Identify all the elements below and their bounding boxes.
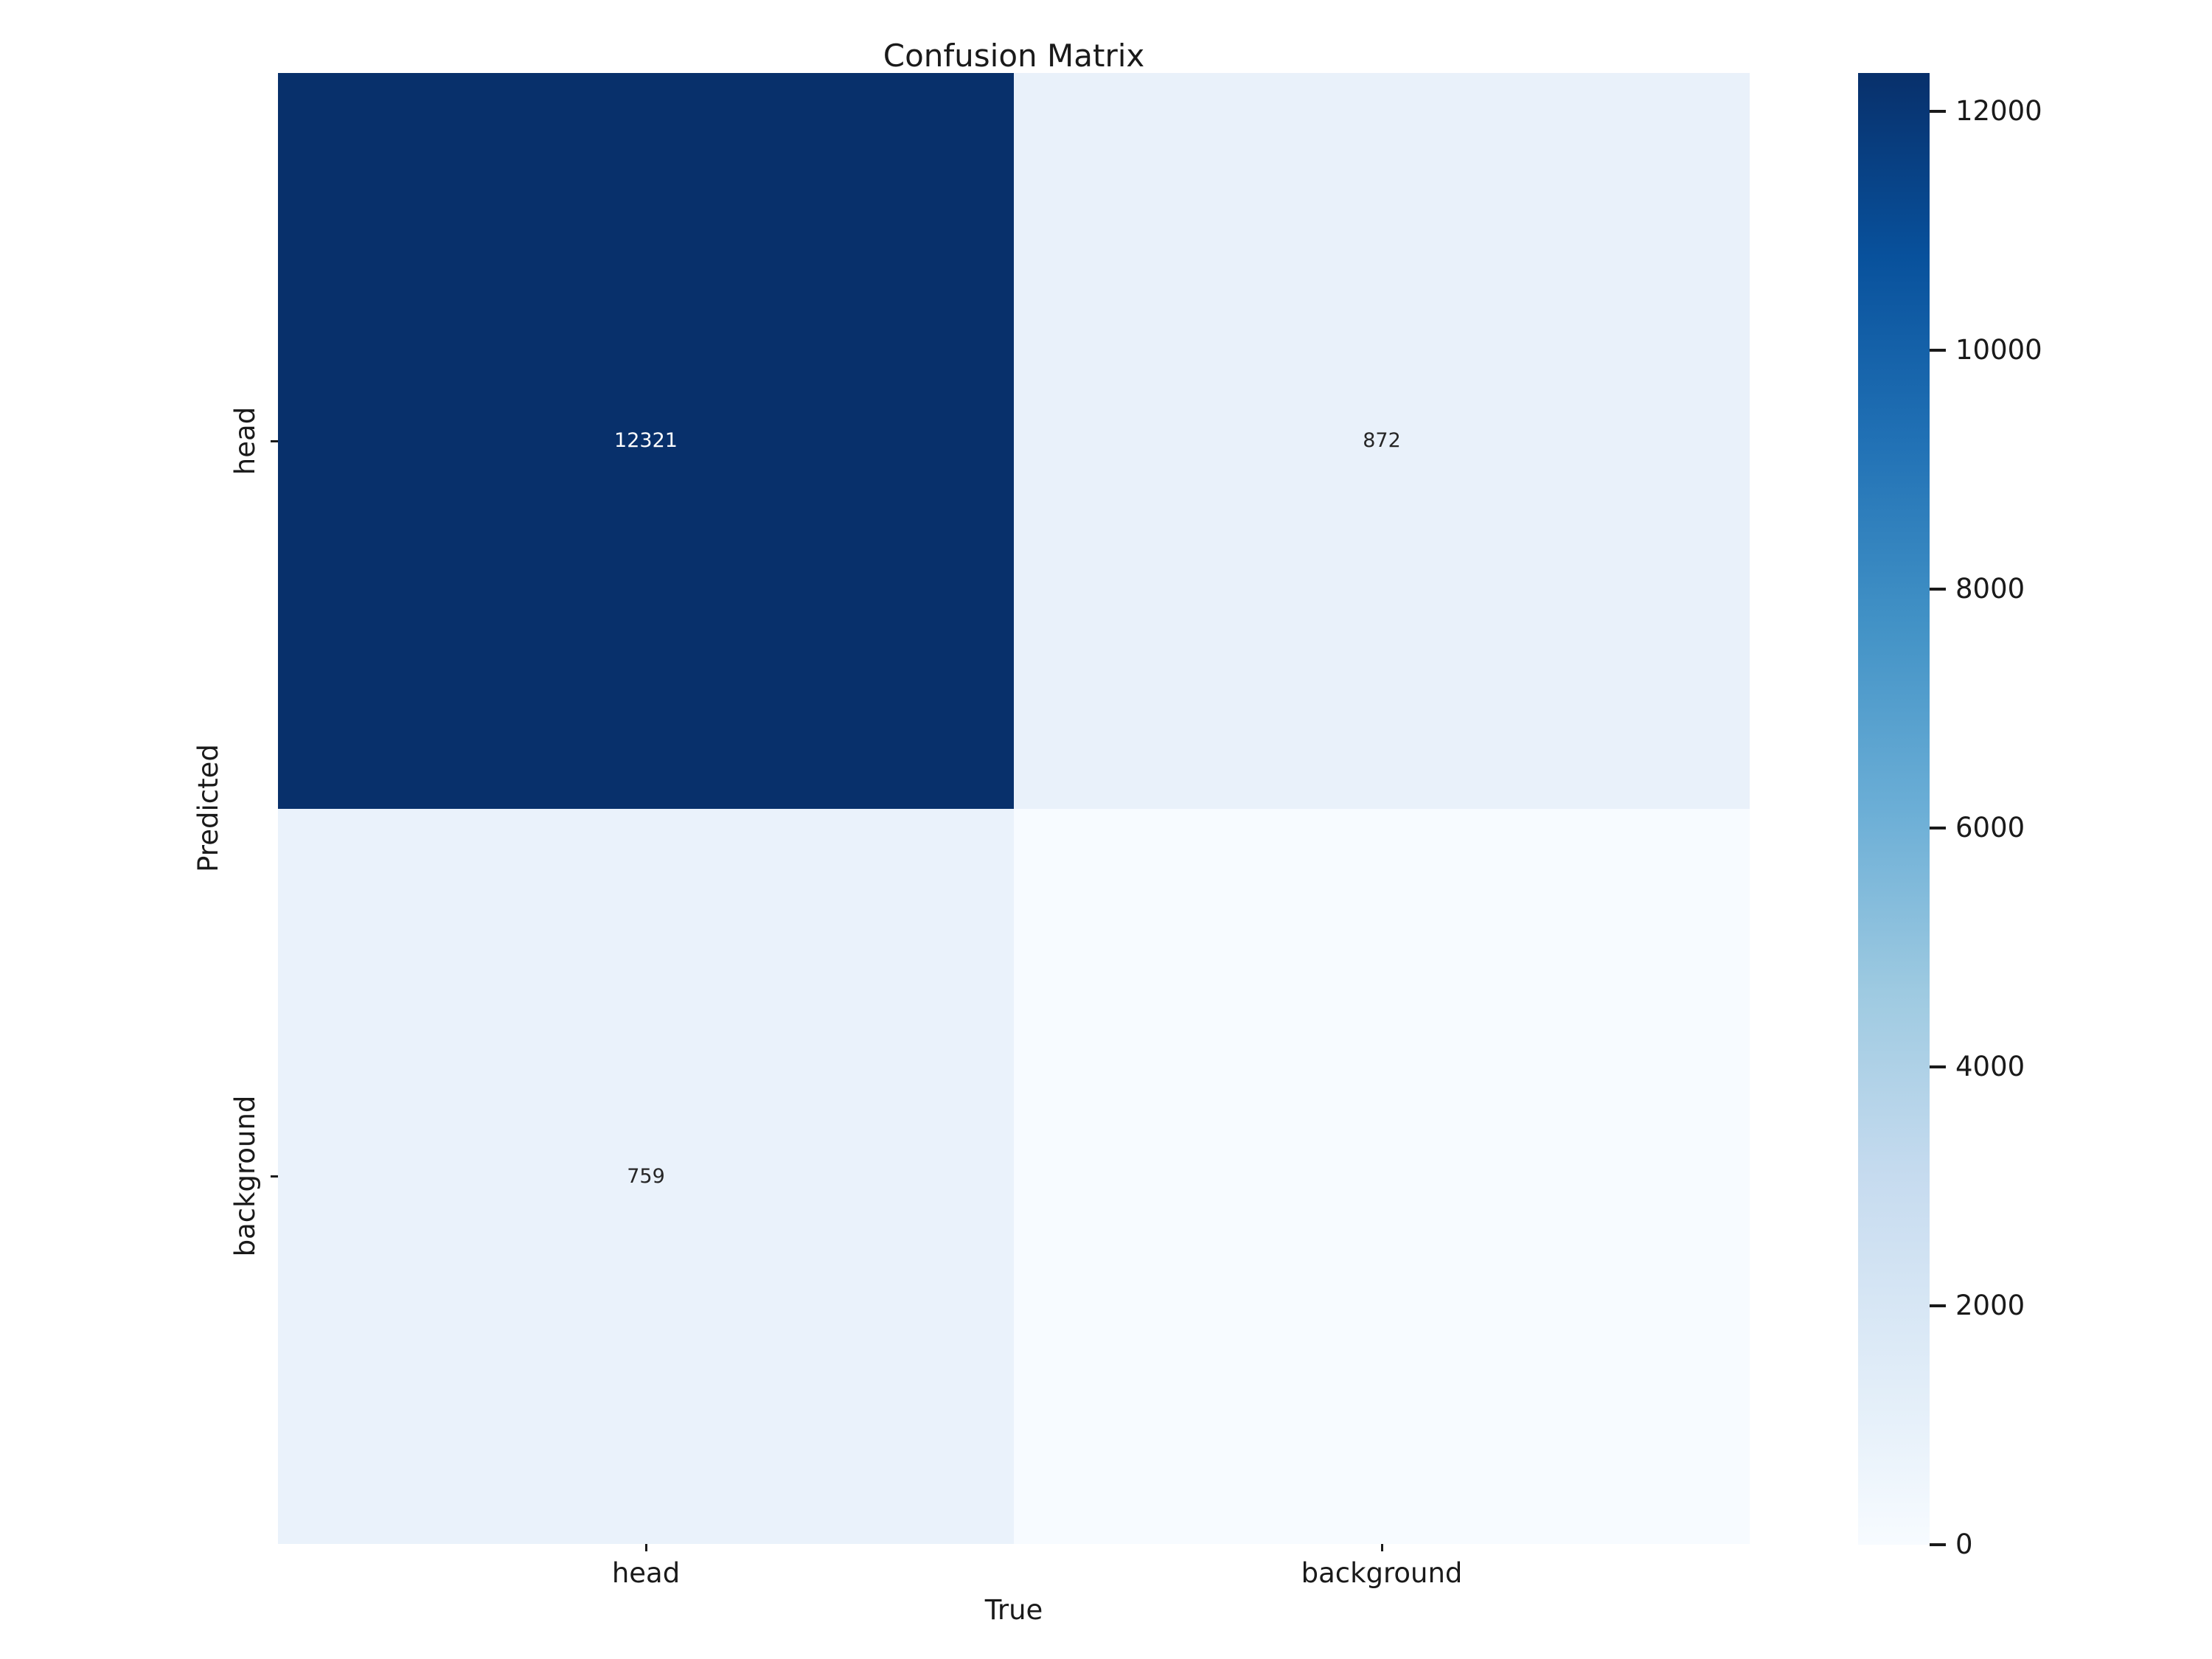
cell-value-pred-head-true-head: 12321 (614, 429, 678, 452)
cell-value-pred-head-true-background: 872 (1363, 429, 1401, 452)
y-axis-label: Predicted (192, 744, 224, 872)
colorbar-tick-mark-4000 (1930, 1065, 1946, 1068)
x-axis-label: True (984, 1594, 1043, 1626)
colorbar-tick-mark-6000 (1930, 827, 1946, 830)
colorbar-tick-mark-8000 (1930, 588, 1946, 591)
cell-pred-head-true-head: 12321 (278, 73, 1014, 809)
x-tick-label-background: background (1301, 1557, 1463, 1589)
cell-pred-background-true-background (1014, 809, 1750, 1544)
x-tick-label-head: head (611, 1557, 681, 1589)
colorbar-tick-label-0: 0 (1955, 1528, 1973, 1560)
cell-value-pred-background-true-head: 759 (627, 1164, 665, 1188)
colorbar-tick-mark-10000 (1930, 349, 1946, 352)
colorbar-tick-label-4000: 4000 (1955, 1051, 2025, 1082)
y-tick-label-background: background (229, 1095, 261, 1257)
cell-pred-head-true-background: 872 (1014, 73, 1750, 809)
cell-pred-background-true-head: 759 (278, 809, 1014, 1544)
y-tick-label-head: head (229, 406, 261, 476)
colorbar-tick-mark-2000 (1930, 1304, 1946, 1307)
y-tick-mark-head (271, 440, 278, 442)
colorbar-tick-label-2000: 2000 (1955, 1290, 2025, 1321)
chart-title: Confusion Matrix (883, 38, 1145, 74)
colorbar-tick-label-8000: 8000 (1955, 573, 2025, 605)
x-tick-mark-head (645, 1544, 647, 1551)
colorbar-tick-mark-0 (1930, 1543, 1946, 1546)
x-tick-mark-background (1381, 1544, 1383, 1551)
colorbar-tick-mark-12000 (1930, 110, 1946, 113)
y-tick-mark-background (271, 1175, 278, 1178)
colorbar-gradient (1858, 73, 1930, 1545)
colorbar-tick-label-6000: 6000 (1955, 812, 2025, 844)
colorbar-tick-label-12000: 12000 (1955, 95, 2042, 127)
colorbar-tick-label-10000: 10000 (1955, 334, 2042, 366)
